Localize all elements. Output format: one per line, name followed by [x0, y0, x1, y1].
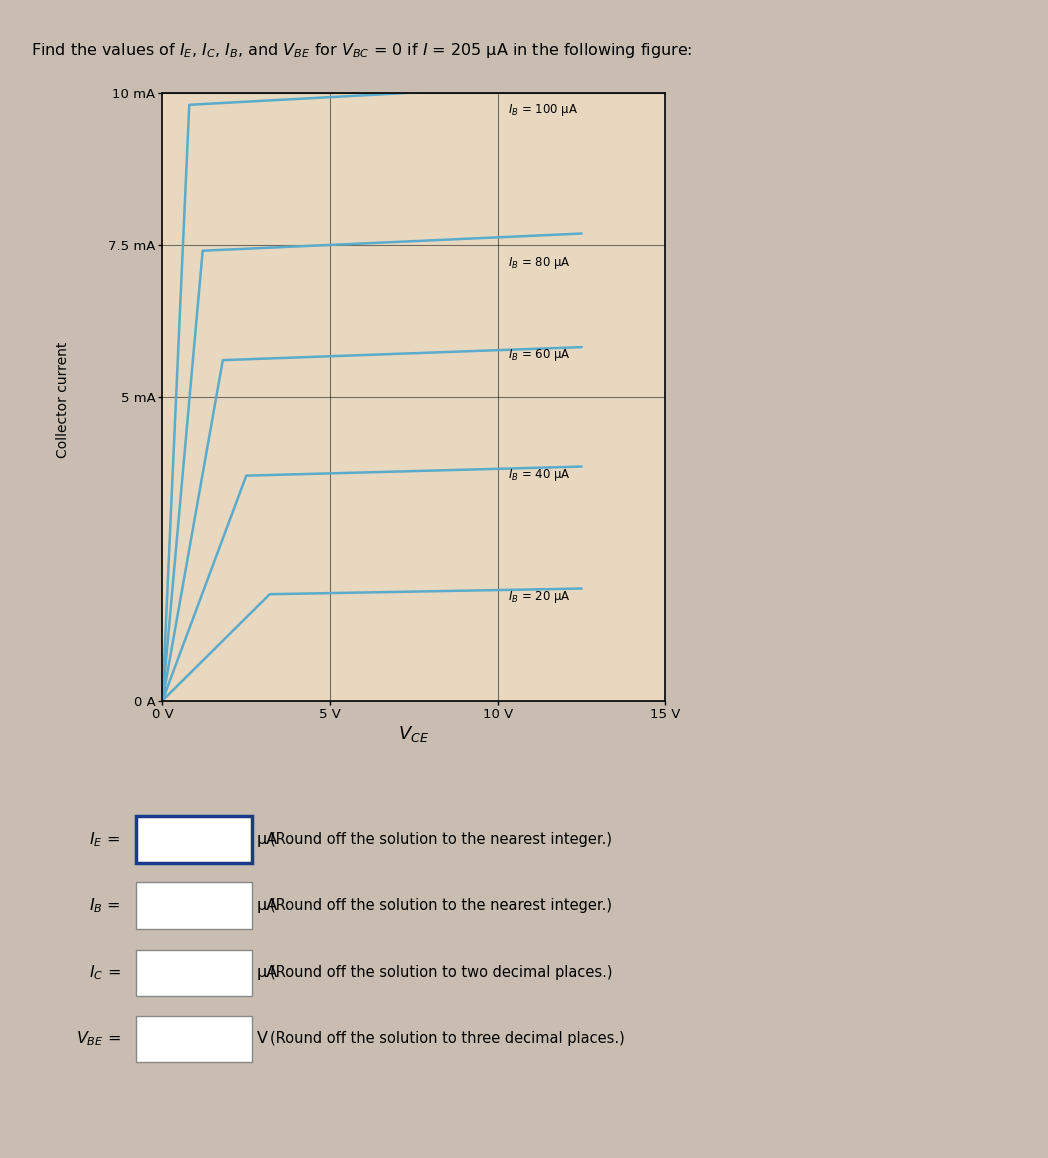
Text: μA: μA	[257, 899, 278, 913]
Text: $I_B$ = 20 μA: $I_B$ = 20 μA	[508, 588, 571, 604]
Text: μA: μA	[257, 833, 278, 846]
Text: μA: μA	[257, 966, 278, 980]
Text: V: V	[257, 1032, 267, 1046]
Text: $I_B$ = 100 μA: $I_B$ = 100 μA	[508, 102, 578, 118]
Text: $V_{CE}$: $V_{CE}$	[398, 724, 430, 743]
Text: $V_{BE}$ =: $V_{BE}$ =	[75, 1029, 121, 1048]
Text: $I_B$ = 40 μA: $I_B$ = 40 μA	[508, 467, 571, 483]
Text: $I_E$ =: $I_E$ =	[89, 830, 121, 849]
Text: (Round off the solution to the nearest integer.): (Round off the solution to the nearest i…	[270, 899, 612, 913]
Text: Collector current: Collector current	[56, 342, 70, 457]
Text: $I_B$ =: $I_B$ =	[89, 896, 121, 915]
Text: (Round off the solution to three decimal places.): (Round off the solution to three decimal…	[270, 1032, 626, 1046]
Text: $I_B$ = 60 μA: $I_B$ = 60 μA	[508, 347, 571, 364]
Text: (Round off the solution to the nearest integer.): (Round off the solution to the nearest i…	[270, 833, 612, 846]
Text: Find the values of $I_E$, $I_C$, $I_B$, and $V_{BE}$ for $V_{BC}$ = 0 if $I$ = 2: Find the values of $I_E$, $I_C$, $I_B$, …	[31, 41, 693, 59]
Text: $I_B$ = 80 μA: $I_B$ = 80 μA	[508, 255, 571, 271]
Text: $I_C$ =: $I_C$ =	[89, 963, 121, 982]
Text: (Round off the solution to two decimal places.): (Round off the solution to two decimal p…	[270, 966, 613, 980]
